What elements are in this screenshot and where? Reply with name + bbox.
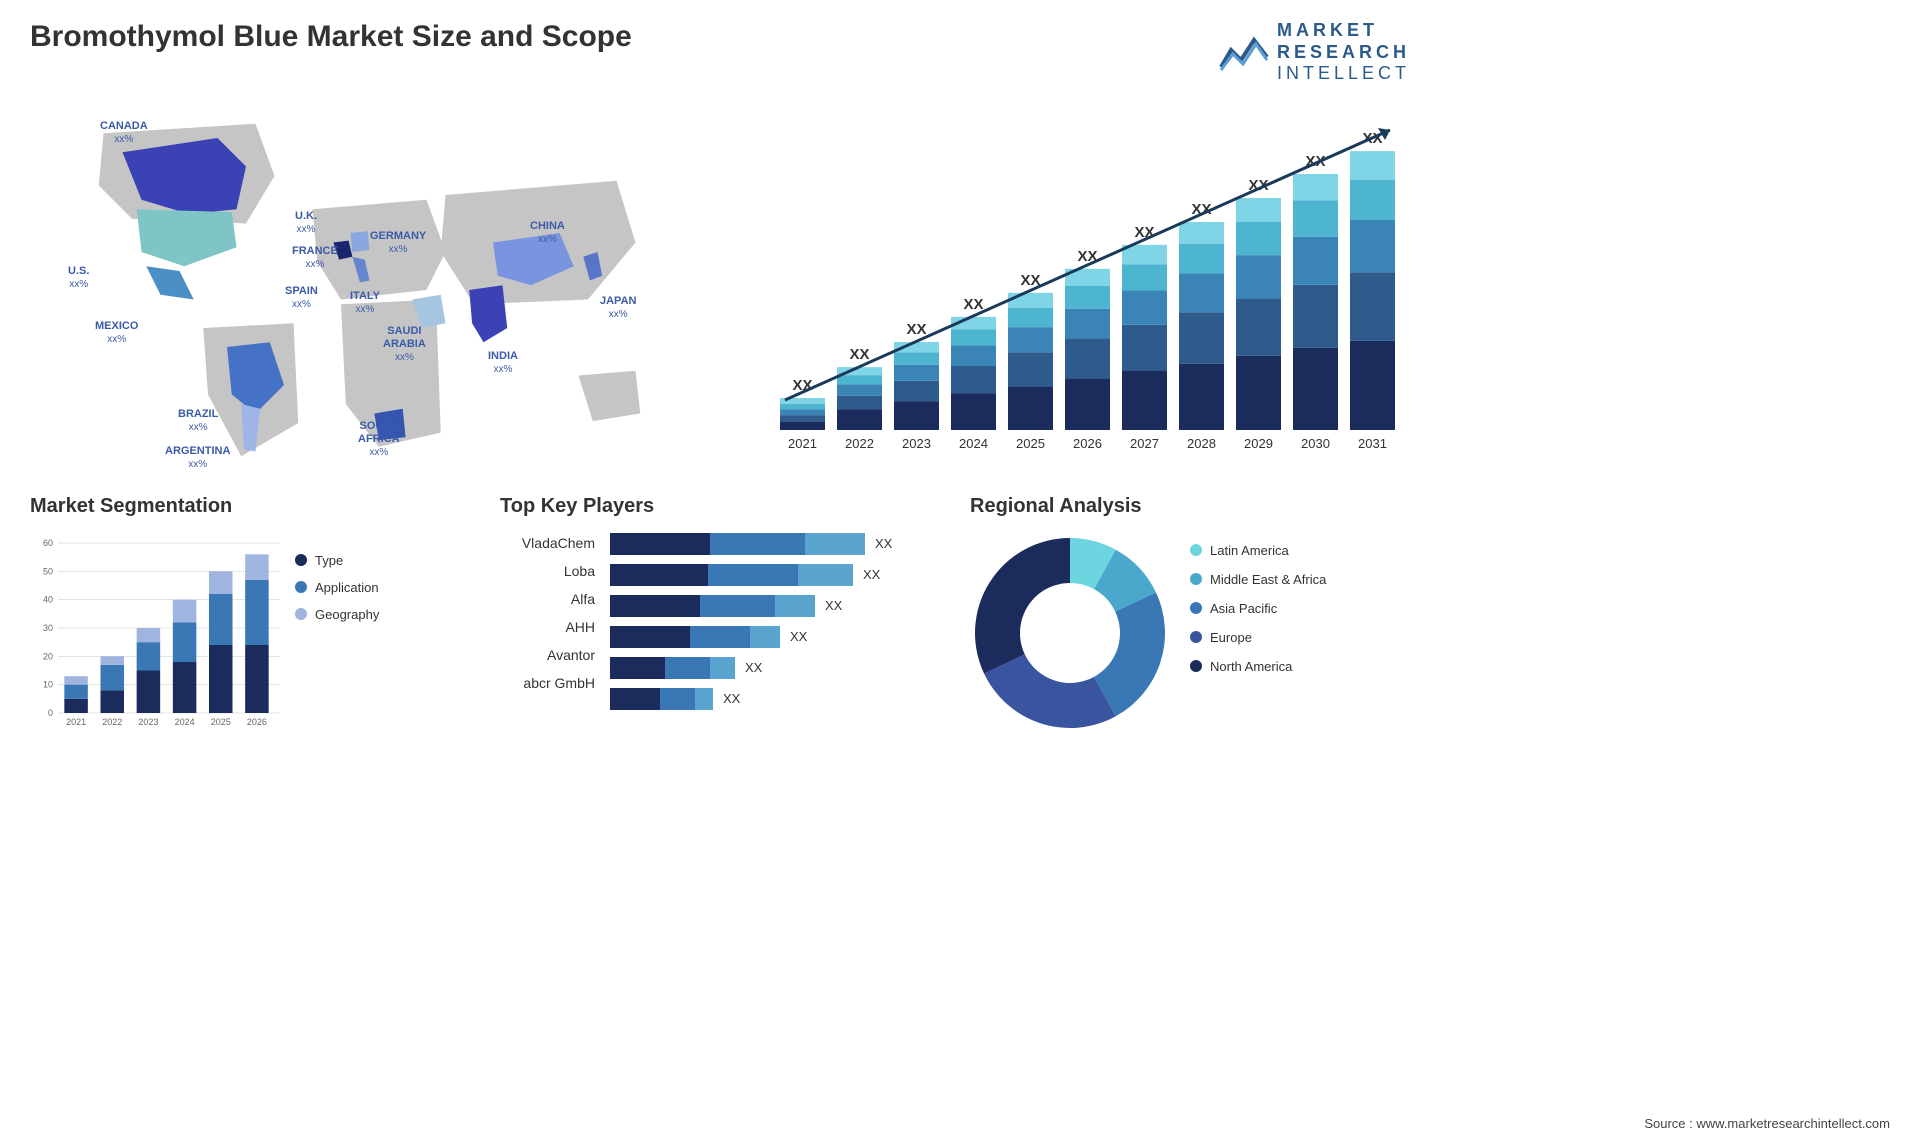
world-map: CANADAxx% U.S.xx% MEXICOxx% BRAZILxx% ARGENT… [30, 100, 740, 470]
trend-chart: XX2021XX2022XX2023XX2024XX2025XX2026XX20… [770, 100, 1410, 470]
svg-text:2023: 2023 [902, 436, 931, 451]
donut-legend: Latin America Middle East & Africa Asia Pa… [1190, 533, 1326, 674]
region-legend-item: Latin America [1190, 543, 1326, 558]
player-value: XX [875, 536, 892, 551]
svg-text:2026: 2026 [1073, 436, 1102, 451]
svg-text:2021: 2021 [66, 717, 86, 727]
player-label: Alfa [500, 591, 595, 607]
segmentation-chart: 0 10 20 30 40 50 60 2021 2022 2023 2024 2025 2026 [30, 533, 280, 733]
svg-text:XX: XX [849, 346, 869, 363]
player-label: abcr GmbH [500, 675, 595, 691]
svg-text:2025: 2025 [211, 717, 231, 727]
player-bars: XX XX XX XX XX XX [610, 533, 892, 710]
region-legend-item: Asia Pacific [1190, 601, 1326, 616]
map-label-france: FRANCExx% [292, 245, 338, 271]
regional-panel: Regional Analysis Latin America Middle Ea… [970, 495, 1410, 733]
svg-text:XX: XX [963, 296, 983, 313]
logo-line1: MARKET [1277, 20, 1410, 42]
player-label: Avantor [500, 647, 595, 663]
source-text: Source : www.marketresearchintellect.com [1644, 1116, 1890, 1131]
region-legend-item: Middle East & Africa [1190, 572, 1326, 587]
players-title: Top Key Players [500, 495, 940, 518]
seg-legend-application: Application [295, 580, 379, 595]
donut-chart [970, 533, 1170, 733]
player-bar-row: XX [610, 564, 892, 586]
svg-text:2022: 2022 [845, 436, 874, 451]
player-bar-row: XX [610, 533, 892, 555]
svg-text:2024: 2024 [175, 717, 195, 727]
regional-title: Regional Analysis [970, 495, 1410, 518]
page-title: Bromothymol Blue Market Size and Scope [30, 20, 632, 54]
segmentation-title: Market Segmentation [30, 495, 470, 518]
map-label-spain: SPAINxx% [285, 285, 318, 311]
map-label-japan: JAPANxx% [600, 295, 636, 321]
svg-text:2030: 2030 [1301, 436, 1330, 451]
map-label-southafrica: SOUTHAFRICAxx% [358, 420, 400, 460]
player-bar-row: XX [610, 688, 892, 710]
map-label-uk: U.K.xx% [295, 210, 317, 236]
map-label-mexico: MEXICOxx% [95, 320, 138, 346]
svg-text:2029: 2029 [1244, 436, 1273, 451]
svg-text:2031: 2031 [1358, 436, 1387, 451]
region-legend-item: North America [1190, 659, 1326, 674]
map-label-china: CHINAxx% [530, 220, 565, 246]
svg-text:50: 50 [43, 566, 53, 576]
player-bar-row: XX [610, 657, 892, 679]
seg-legend-geography: Geography [295, 607, 379, 622]
map-label-canada: CANADAxx% [100, 120, 148, 146]
svg-text:2023: 2023 [138, 717, 158, 727]
svg-text:2021: 2021 [788, 436, 817, 451]
player-label: Loba [500, 563, 595, 579]
map-label-india: INDIAxx% [488, 350, 518, 376]
player-value: XX [825, 598, 842, 613]
map-label-brazil: BRAZILxx% [178, 408, 218, 434]
segmentation-legend: Type Application Geography [295, 533, 379, 733]
player-label: AHH [500, 619, 595, 635]
svg-text:2024: 2024 [959, 436, 988, 451]
svg-text:XX: XX [906, 321, 926, 338]
map-label-saudiarabia: SAUDIARABIAxx% [383, 325, 426, 365]
player-labels: VladaChem Loba Alfa AHH Avantor abcr GmbH [500, 533, 595, 710]
player-value: XX [723, 691, 740, 706]
map-label-germany: GERMANYxx% [370, 230, 426, 256]
player-value: XX [863, 567, 880, 582]
svg-text:30: 30 [43, 623, 53, 633]
region-legend-item: Europe [1190, 630, 1326, 645]
seg-legend-type: Type [295, 553, 379, 568]
svg-text:20: 20 [43, 651, 53, 661]
svg-text:60: 60 [43, 538, 53, 548]
svg-text:40: 40 [43, 594, 53, 604]
svg-text:10: 10 [43, 679, 53, 689]
logo-icon [1219, 32, 1269, 72]
segmentation-panel: Market Segmentation 0 10 20 30 40 50 60 2021 202… [30, 495, 470, 733]
player-bar-row: XX [610, 595, 892, 617]
svg-text:2026: 2026 [247, 717, 267, 727]
svg-text:2025: 2025 [1016, 436, 1045, 451]
logo: MARKET RESEARCH INTELLECT [1219, 20, 1410, 85]
player-value: XX [745, 660, 762, 675]
map-label-us: U.S.xx% [68, 265, 89, 291]
map-label-italy: ITALYxx% [350, 290, 380, 316]
player-value: XX [790, 629, 807, 644]
players-panel: Top Key Players VladaChem Loba Alfa AHH Avan… [500, 495, 940, 733]
svg-text:2027: 2027 [1130, 436, 1159, 451]
map-label-argentina: ARGENTINAxx% [165, 445, 230, 471]
logo-line3: INTELLECT [1277, 63, 1410, 85]
svg-text:0: 0 [48, 708, 53, 718]
player-label: VladaChem [500, 535, 595, 551]
svg-text:2028: 2028 [1187, 436, 1216, 451]
player-bar-row: XX [610, 626, 892, 648]
svg-text:2022: 2022 [102, 717, 122, 727]
logo-line2: RESEARCH [1277, 42, 1410, 64]
